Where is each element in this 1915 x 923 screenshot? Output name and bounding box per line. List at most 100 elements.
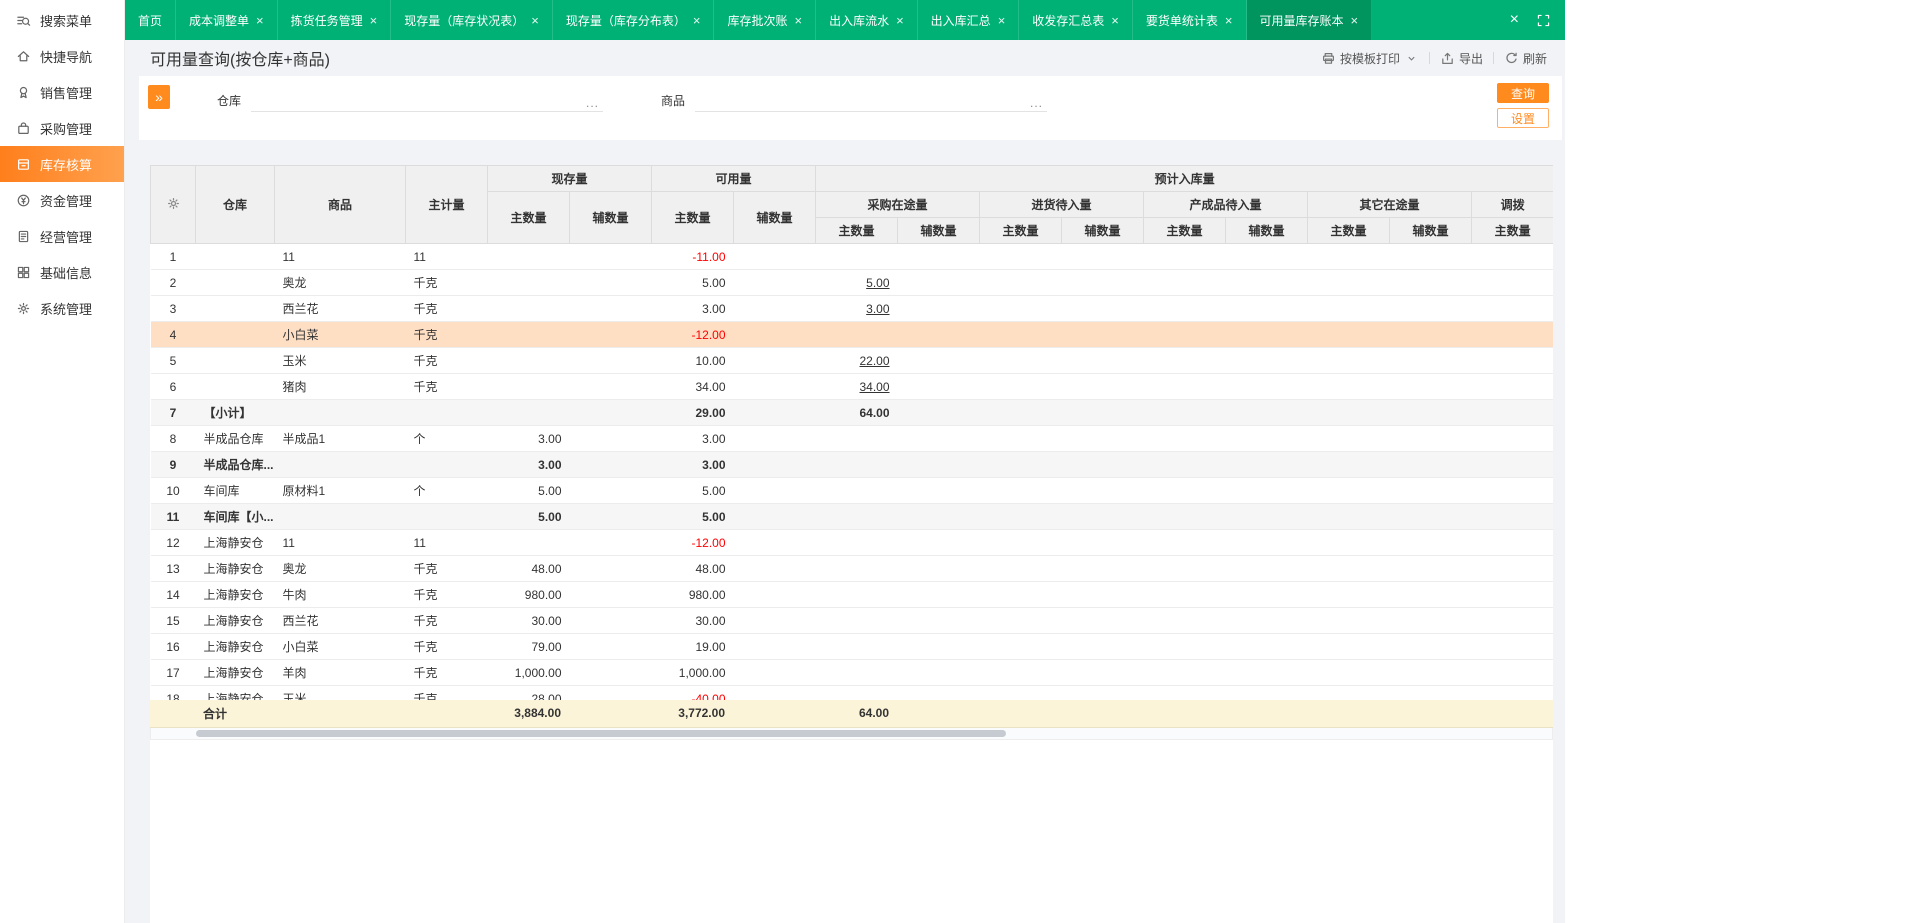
empty-cell [897,633,980,660]
purchase-main-cell: 5.00 [815,269,898,296]
horizontal-scrollbar[interactable] [150,727,1553,740]
table-row[interactable]: 16 上海静安仓 小白菜 千克 79.00 19.00 [150,633,1553,660]
tab[interactable]: 出入库流水 × [816,0,918,40]
tab-close-icon[interactable]: × [997,12,1006,28]
tab-close-icon[interactable]: × [1350,12,1359,28]
tab-close-icon[interactable]: × [896,12,904,28]
table-row[interactable]: 4 小白菜 千克 -12.00 [150,321,1553,348]
table-row[interactable]: 14 上海静安仓 牛肉 千克 980.00 980.00 [150,581,1553,608]
settings-button[interactable]: 设置 [1497,108,1549,128]
empty-cell [1061,555,1144,582]
warehouse-cell: 半成品仓库 [195,425,275,452]
empty-cell [979,243,1062,270]
tab[interactable]: 收发存汇总表 × [1019,0,1133,40]
product-input[interactable]: ... [695,92,1048,112]
table-row[interactable]: 7 【小计】 29.00 64.00 [150,399,1553,426]
print-template-button[interactable]: 按模板打印 [1321,50,1419,67]
empty-cell [1143,529,1226,556]
tab[interactable]: 首页 [125,0,177,40]
empty-cell [1389,607,1472,634]
table-row[interactable]: 11 车间库【小... 5.00 5.00 [150,503,1553,530]
tab[interactable]: 拣货任务管理 × [278,0,392,40]
table-row[interactable]: 9 半成品仓库... 3.00 3.00 [150,451,1553,478]
scrollbar-thumb[interactable] [196,729,1006,737]
table-row[interactable]: 3 西兰花 千克 3.00 3.00 [150,295,1553,322]
tab[interactable]: 出入库汇总 × [918,0,1020,40]
sidebar-item[interactable]: 搜索菜单 [0,2,124,38]
sidebar-item[interactable]: 系统管理 [0,290,124,326]
empty-cell [1225,607,1308,634]
tab[interactable]: 现存量（库存分布表） × [553,0,715,40]
table-row[interactable]: 15 上海静安仓 西兰花 千克 30.00 30.00 [150,607,1553,634]
sidebar-item[interactable]: 库存核算 [0,146,124,182]
tab[interactable]: 库存批次账 × [714,0,817,40]
total-empty-cell [733,700,815,728]
tab-close-icon[interactable]: × [1224,12,1233,28]
empty-cell [1389,243,1472,270]
sidebar-item[interactable]: 销售管理 [0,74,124,110]
warehouse-picker-button[interactable]: ... [586,96,600,110]
tab-label: 成本调整单 [189,13,250,28]
query-button[interactable]: 查询 [1497,83,1549,103]
table-row[interactable]: 12 上海静安仓 11 11 -12.00 [150,529,1553,556]
available-main-cell: 34.00 [651,373,734,400]
empty-cell [1307,347,1390,374]
table-row[interactable]: 6 猪肉 千克 34.00 34.00 [150,373,1553,400]
product-picker-button[interactable]: ... [1030,96,1044,110]
tab-label: 可用量库存账本 [1259,13,1344,28]
unit-cell: 千克 [405,347,488,374]
stock-aux-cell [569,581,652,608]
sidebar-item[interactable]: 快捷导航 [0,38,124,74]
empty-cell [897,451,980,478]
tab-close-icon[interactable]: × [1111,12,1119,28]
table-row[interactable]: 1 11 11 -11.00 [150,243,1553,270]
table-row[interactable]: 8 半成品仓库 半成品1 个 3.00 3.00 [150,425,1553,452]
tab[interactable]: 现存量（库存状况表） × [391,0,553,40]
purchase-main-cell [815,659,898,686]
sidebar-item[interactable]: 基础信息 [0,254,124,290]
warehouse-input[interactable]: ... [251,92,604,112]
quantity-link[interactable]: 5.00 [866,275,890,290]
quantity-link[interactable]: 34.00 [859,379,890,394]
table-row[interactable]: 2 奥龙 千克 5.00 5.00 [150,269,1553,296]
unit-cell: 千克 [405,555,488,582]
tab-close-icon[interactable]: × [692,12,701,28]
table-row[interactable]: 5 玉米 千克 10.00 22.00 [150,347,1553,374]
column-header: 辅数量 [568,191,653,244]
stock-aux-cell [569,347,652,374]
quantity-link[interactable]: 22.00 [859,353,890,368]
empty-cell [1143,269,1226,296]
tab-close-icon[interactable]: × [531,12,539,28]
table-row[interactable]: 13 上海静安仓 奥龙 千克 48.00 48.00 [150,555,1553,582]
tab-close-icon[interactable]: × [256,12,264,28]
available-aux-cell [733,373,816,400]
available-aux-cell [733,607,816,634]
purchase-main-cell [815,529,898,556]
available-aux-cell [733,555,816,582]
tab[interactable]: 成本调整单 × [176,0,278,40]
empty-cell [897,321,980,348]
column-settings-header[interactable] [150,165,196,244]
tab[interactable]: 可用量库存账本 × [1246,0,1373,40]
tab[interactable]: 要货单统计表 × [1133,0,1247,40]
sidebar-item[interactable]: 经营管理 [0,218,124,254]
tab-close-icon[interactable]: × [369,12,378,28]
stock-aux-cell [569,659,652,686]
sidebar-item[interactable]: 采购管理 [0,110,124,146]
row-number-cell: 13 [150,555,196,582]
close-icon[interactable]: × [1509,11,1519,28]
tab-label: 出入库流水 [829,13,890,28]
export-button[interactable]: 导出 [1440,50,1483,67]
expand-filters-button[interactable]: » [148,85,170,109]
table-row[interactable]: 17 上海静安仓 羊肉 千克 1,000.00 1,000.00 [150,659,1553,686]
fullscreen-icon[interactable] [1535,12,1551,28]
quantity-link[interactable]: 3.00 [866,301,890,316]
available-main-cell: -12.00 [651,529,734,556]
tab-close-icon[interactable]: × [794,12,803,28]
sidebar-item[interactable]: 资金管理 [0,182,124,218]
table-row[interactable]: 10 车间库 原材料1 个 5.00 5.00 [150,477,1553,504]
warehouse-cell: 上海静安仓 [195,685,275,700]
refresh-button[interactable]: 刷新 [1504,50,1547,67]
table-row[interactable]: 18 上海静安仓 玉米 千克 28.00 -40.00 [150,685,1553,700]
empty-cell [1143,347,1226,374]
